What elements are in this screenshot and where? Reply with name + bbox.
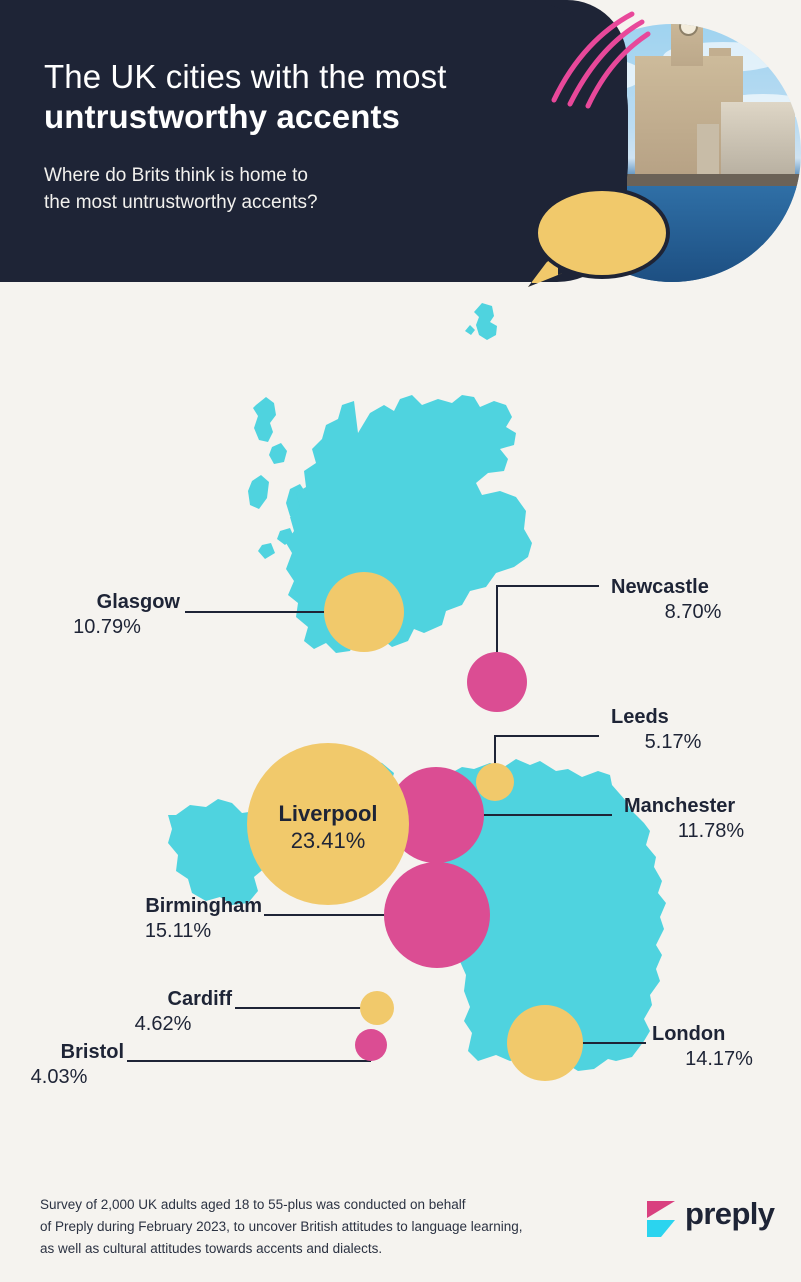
leader-line-birmingham [264,914,414,916]
methodology-line3: as well as cultural attitudes towards ac… [40,1240,383,1256]
callout-leeds-name: Leeds [611,706,669,728]
leader-line-newcastle-v [496,585,498,685]
swoosh-decoration [551,11,651,109]
callout-birmingham-value: 15.11% [144,920,212,942]
preply-logo-mark-icon [647,1201,675,1237]
preply-wordmark: preply [685,1196,775,1231]
leader-line-leeds-h [495,735,599,737]
leader-line-london [580,1042,646,1044]
label-liverpool-name: Liverpool [278,801,378,826]
callout-newcastle-value: 8.70% [664,601,722,623]
callout-newcastle-name: Newcastle [611,576,709,598]
preply-logo[interactable]: preply [645,1196,775,1240]
bubble-birmingham[interactable] [384,862,490,968]
title-block: The UK cities with the most untrustworth… [44,58,564,217]
bubble-london[interactable] [507,1005,583,1081]
skyline-building [697,124,719,174]
speech-bubble-icon [528,187,670,287]
callout-manchester-value: 11.78% [677,820,745,842]
museum-building [721,102,795,174]
leader-line-bristol-h [127,1060,371,1062]
label-liverpool-value: 23.41% [290,827,366,853]
leader-line-cardiff [235,1007,375,1009]
bubble-newcastle[interactable] [467,652,527,712]
bubble-bristol[interactable] [355,1029,387,1061]
callout-bristol-name: Bristol [60,1041,124,1063]
callout-glasgow: Glasgow 10.79% [40,591,180,639]
callout-cardiff-name: Cardiff [167,988,232,1010]
page-title-line1: The UK cities with the most [44,58,447,95]
leader-line-manchester [470,814,612,816]
speech-bubble-body [534,187,670,279]
bubble-liverpool[interactable] [247,743,409,905]
page-subtitle-line1: Where do Brits think is home to [44,164,308,186]
callout-birmingham-name: Birmingham [145,895,262,917]
page-subtitle-line2: the most untrustworthy accents? [44,191,318,213]
callout-london-value: 14.17% [685,1048,753,1070]
leader-line-newcastle-h [497,585,599,587]
uk-bubble-map: Liverpool 23.41% Glasgow 10.79% Newcastl… [0,295,801,1175]
callout-birmingham: Birmingham 15.11% [100,895,262,943]
callout-cardiff-value: 4.62% [134,1013,192,1035]
label-liverpool: Liverpool 23.41% [248,801,408,853]
bubble-leeds[interactable] [476,763,514,801]
bubble-cardiff[interactable] [360,991,394,1025]
callout-glasgow-value: 10.79% [73,616,141,638]
callout-leeds-value: 5.17% [644,731,702,753]
callout-glasgow-name: Glasgow [96,591,180,613]
leader-line-leeds-v [494,735,496,785]
callout-manchester: Manchester 11.78% [624,795,794,843]
leader-line-glasgow [185,611,375,613]
callout-cardiff: Cardiff 4.62% [100,988,232,1036]
callout-london-name: London [652,1023,726,1045]
footer: Survey of 2,000 UK adults aged 18 to 55-… [0,1180,801,1282]
methodology-note: Survey of 2,000 UK adults aged 18 to 55-… [40,1194,600,1260]
bubble-glasgow[interactable] [324,572,404,652]
page-subtitle: Where do Brits think is home to the most… [44,163,564,217]
callout-leeds: Leeds 5.17% [611,706,731,754]
callout-newcastle: Newcastle 8.70% [611,576,771,624]
clock-icon [679,24,698,36]
title-card [0,0,628,282]
callout-bristol: Bristol 4.03% [0,1041,124,1089]
callout-london: London 14.17% [652,1023,782,1071]
methodology-line2: of Preply during February 2023, to uncov… [40,1218,523,1234]
callout-manchester-name: Manchester [624,795,736,817]
page-title-line2: untrustworthy accents [44,97,400,135]
callout-bristol-value: 4.03% [30,1066,88,1088]
methodology-line1: Survey of 2,000 UK adults aged 18 to 55-… [40,1197,466,1212]
